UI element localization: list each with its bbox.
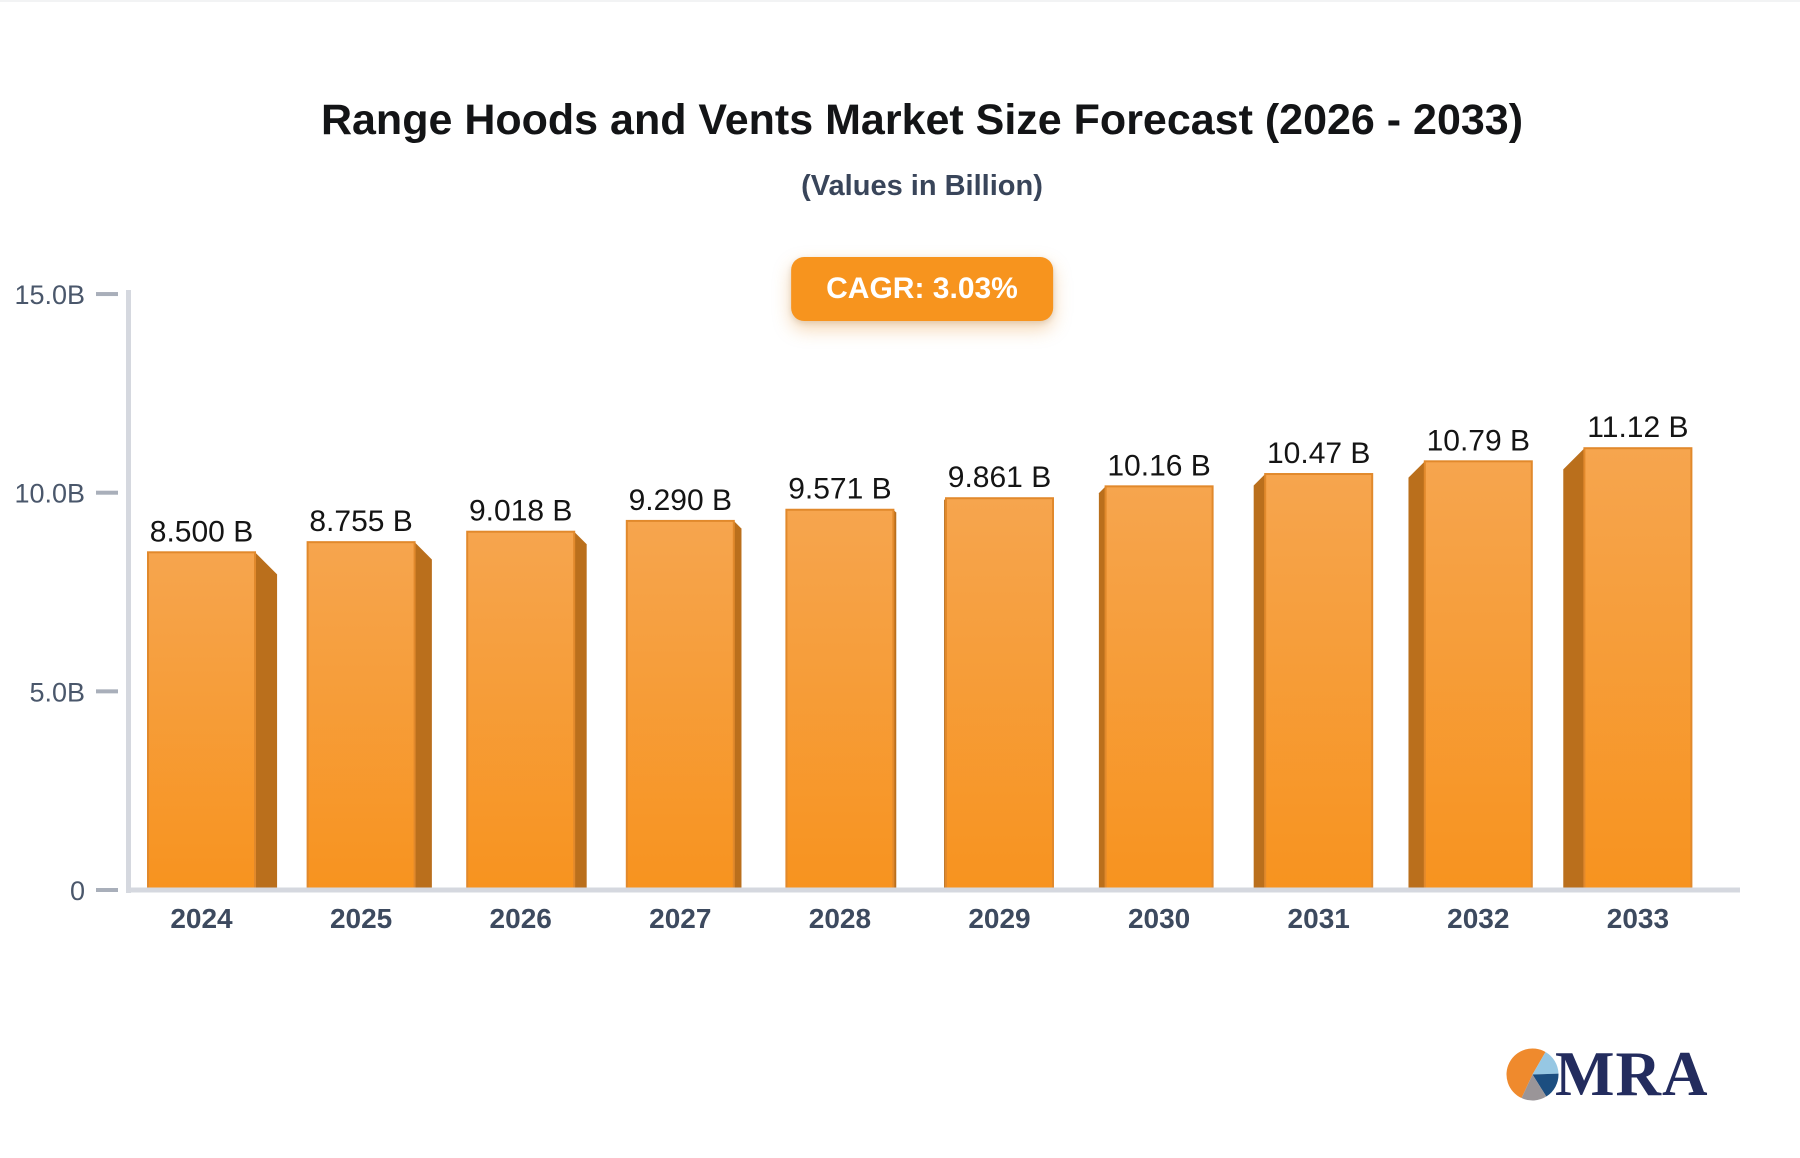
x-tick-label: 2033: [1607, 903, 1669, 934]
bar-value-label: 8.755 B: [309, 505, 412, 538]
y-tick-mark: [96, 888, 118, 892]
bar: [147, 551, 256, 891]
bar: [1104, 485, 1214, 891]
x-tick-label: 2026: [490, 903, 552, 934]
bar-side-face: [1563, 448, 1585, 890]
pie-slice-gray: [1521, 1074, 1547, 1101]
bar: [1264, 473, 1374, 891]
y-axis-line: [126, 290, 131, 893]
bar-value-label: 9.861 B: [948, 461, 1051, 494]
bar: [1583, 447, 1693, 891]
y-tick-label: 0: [70, 876, 85, 906]
bar-side-face: [733, 520, 742, 890]
bar: [306, 541, 416, 892]
mra-logo: MRA: [1506, 1043, 1708, 1106]
mra-logo-text: MRA: [1555, 1039, 1709, 1109]
bar-value-label: 9.571 B: [788, 473, 891, 506]
bar: [785, 508, 895, 891]
bar: [466, 530, 576, 891]
chart-title: Range Hoods and Vents Market Size Foreca…: [320, 96, 1524, 144]
y-tick-mark: [96, 689, 118, 694]
bar-side-face: [574, 531, 587, 890]
bar: [1423, 460, 1533, 891]
cagr-badge: CAGR: 3.03%: [791, 257, 1053, 321]
x-tick-label: 2025: [330, 903, 392, 934]
bar-side-face: [1098, 486, 1106, 890]
bar-side-face: [255, 552, 278, 890]
bar-side-face: [1408, 461, 1425, 890]
y-tick-label: 10.0B: [14, 479, 85, 509]
bar-value-label: 10.79 B: [1427, 424, 1530, 457]
bar-side-face: [1253, 474, 1266, 890]
bar-value-label: 10.47 B: [1267, 437, 1370, 470]
x-tick-label: 2030: [1128, 903, 1190, 934]
pie-slice-navy: [1532, 1073, 1559, 1097]
y-tick-label: 5.0B: [29, 677, 85, 707]
bar-side-face: [414, 542, 432, 890]
y-tick-label: 15.0B: [14, 280, 85, 310]
bar-value-label: 11.12 B: [1587, 411, 1688, 444]
bar-value-label: 9.018 B: [469, 495, 572, 528]
y-tick-mark: [96, 292, 118, 297]
x-tick-label: 2024: [170, 903, 233, 934]
bar-value-label: 10.16 B: [1107, 449, 1210, 482]
x-tick-label: 2032: [1447, 903, 1509, 934]
pie-slice-orange: [1506, 1048, 1546, 1099]
mra-logo-pie-icon: [1506, 1048, 1559, 1101]
x-tick-label: 2027: [649, 903, 711, 934]
bar: [945, 497, 1054, 891]
x-tick-label: 2029: [968, 903, 1030, 934]
bar-value-label: 9.290 B: [629, 484, 732, 517]
x-tick-label: 2028: [809, 903, 871, 934]
x-tick-label: 2031: [1288, 903, 1350, 934]
x-axis-line: [128, 887, 1740, 893]
y-tick-mark: [96, 490, 118, 495]
pie-slice-lightblue: [1532, 1051, 1559, 1075]
chart-subtitle: (Values in Billion): [801, 170, 1043, 202]
bar-value-label: 8.500 B: [150, 515, 253, 548]
bar: [625, 519, 735, 892]
